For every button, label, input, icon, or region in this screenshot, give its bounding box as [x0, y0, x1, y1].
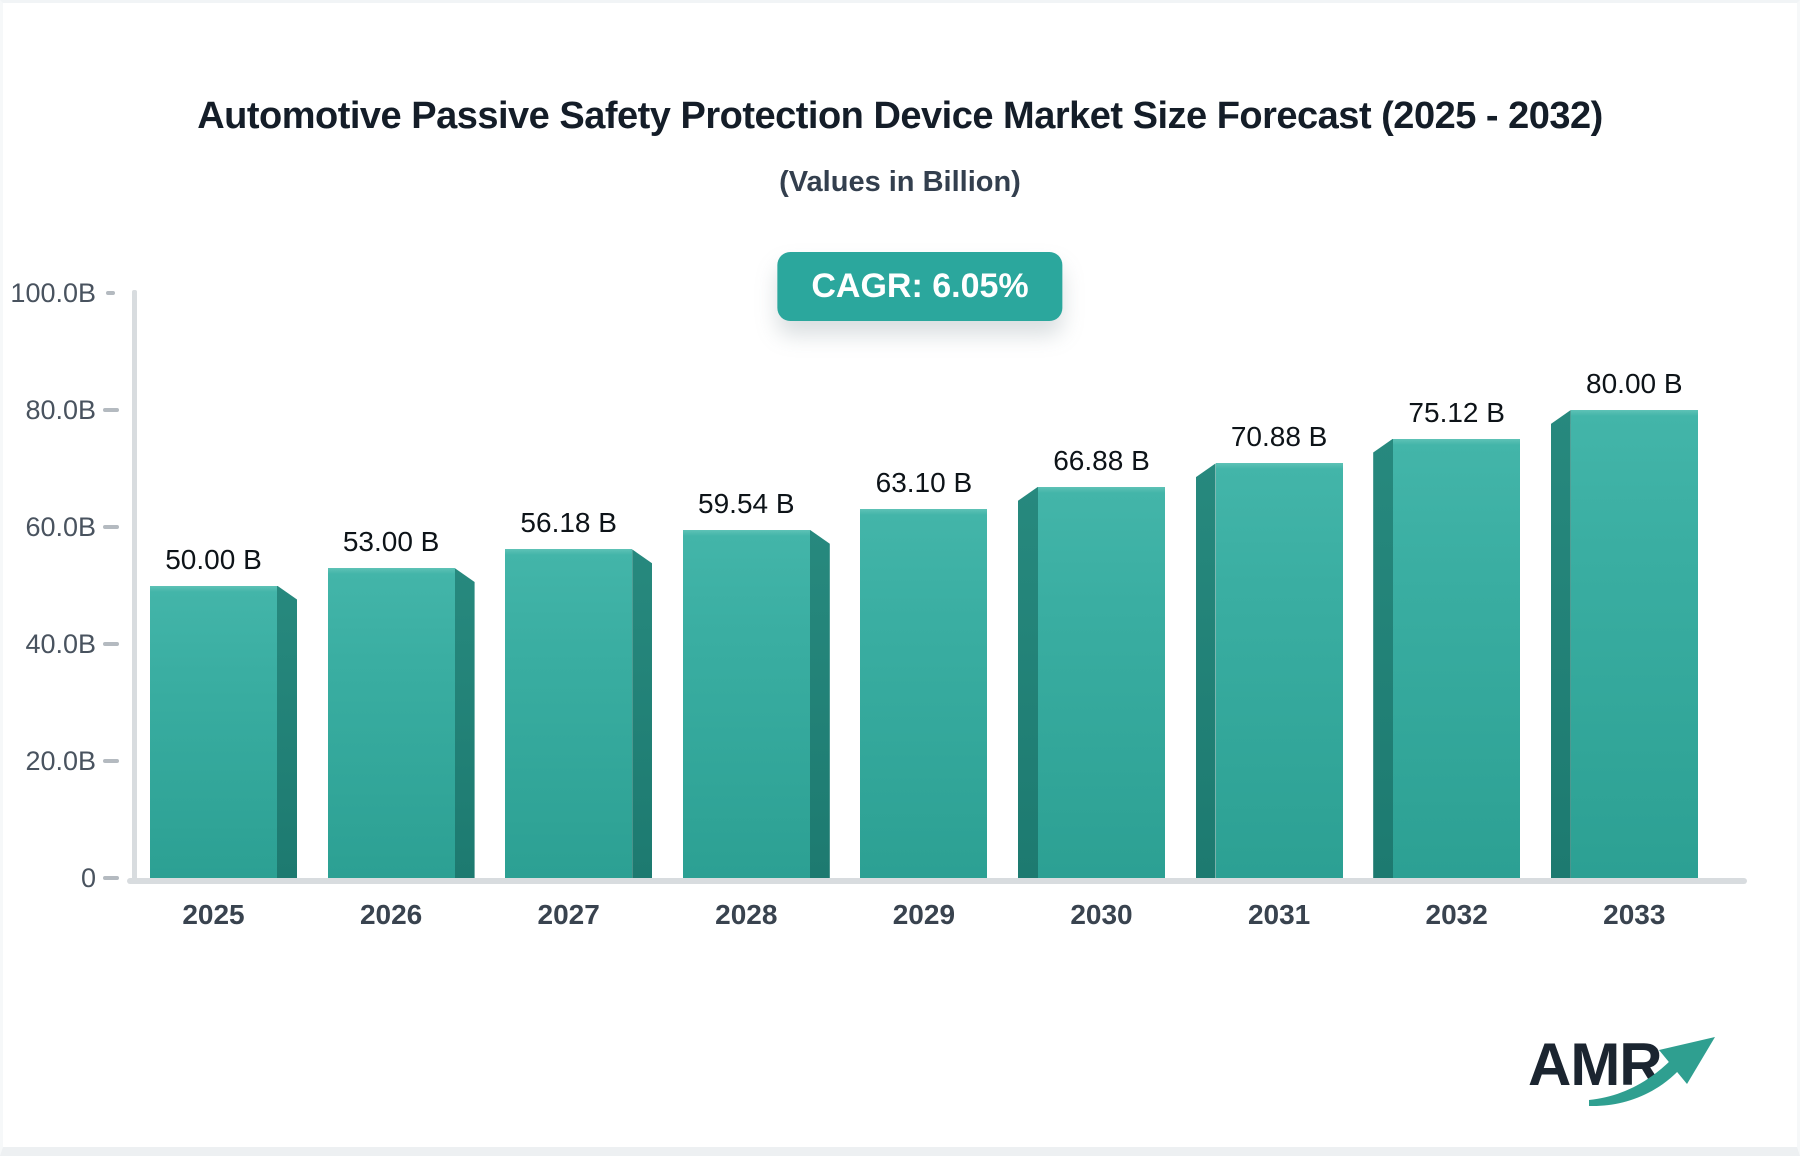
bar-value-label: 80.00 B	[1586, 368, 1683, 399]
bar-2033	[1570, 410, 1698, 878]
y-tick-dash	[103, 876, 119, 880]
bar-value-label: 50.00 B	[165, 543, 262, 575]
bar-value-label: 53.00 B	[342, 525, 440, 557]
bar-side-face	[632, 549, 653, 878]
bar-side-face	[277, 585, 297, 878]
x-axis-label-2026: 2026	[359, 899, 423, 930]
x-axis-label-2029: 2029	[892, 899, 956, 930]
bar-value-label: 56.18 B	[520, 507, 617, 539]
y-tick-60.0B: 60.0B	[0, 511, 130, 543]
y-tick-label: 20.0B	[25, 746, 96, 776]
bar-value-label: 66.88 B	[1053, 444, 1150, 476]
bar-2026	[327, 567, 455, 878]
x-axis-label-2025: 2025	[182, 899, 245, 930]
y-axis-line	[132, 290, 137, 884]
x-axis-label-2028: 2028	[715, 899, 778, 930]
y-tick-label: 100.0B	[10, 278, 96, 308]
bar-side-face	[1018, 486, 1038, 878]
x-axis-label-2033: 2033	[1603, 899, 1666, 930]
bar-value-label: 70.88 B	[1230, 421, 1328, 453]
y-tick-20.0B: 20.0B	[0, 745, 130, 777]
bar-side-face	[1550, 410, 1571, 878]
y-tick-label: 80.0B	[25, 395, 96, 425]
amr-logo: AMR	[1528, 1030, 1728, 1120]
y-tick-100.0B: 100.0B	[0, 277, 130, 309]
y-tick-dash	[106, 291, 115, 295]
bar-side-face	[809, 529, 830, 878]
y-tick-label: 60.0B	[25, 512, 96, 542]
x-axis-label-2032: 2032	[1425, 899, 1488, 930]
y-tick-dash	[103, 408, 119, 412]
cagr-badge: CAGR: 6.05%	[777, 252, 1063, 321]
bar-value-label: 59.54 B	[698, 487, 795, 519]
bar-2029	[860, 508, 988, 878]
bar-2028	[682, 529, 810, 878]
trend-up-arrow-icon	[1589, 1037, 1715, 1107]
x-axis-baseline	[127, 878, 1747, 884]
page-subtitle: (Values in Billion)	[779, 166, 1021, 198]
bar-value-label: 63.10 B	[875, 466, 973, 498]
bar-side-face	[1195, 463, 1216, 878]
bar-2025	[150, 585, 277, 878]
y-tick-40.0B: 40.0B	[0, 628, 130, 660]
bar-2032	[1393, 438, 1521, 878]
bar-2030	[1038, 486, 1165, 878]
y-tick-80.0B: 80.0B	[0, 394, 130, 426]
y-tick-label: 0	[80, 863, 96, 893]
x-axis-label-2031: 2031	[1247, 899, 1311, 930]
y-tick-dash	[103, 642, 119, 646]
page-title: Automotive Passive Safety Protection Dev…	[197, 95, 1603, 137]
bar-2027	[505, 549, 633, 878]
x-axis-label-2027: 2027	[537, 899, 600, 930]
bar-side-face	[454, 567, 475, 878]
bar-2031	[1215, 463, 1343, 878]
y-tick-label: 40.0B	[25, 629, 96, 659]
y-tick-0: 0	[0, 862, 130, 894]
y-tick-dash	[103, 525, 119, 529]
y-tick-dash	[103, 759, 119, 763]
x-axis-label-2030: 2030	[1070, 899, 1133, 930]
bar-value-label: 75.12 B	[1408, 396, 1505, 428]
bar-side-face	[1373, 438, 1394, 878]
